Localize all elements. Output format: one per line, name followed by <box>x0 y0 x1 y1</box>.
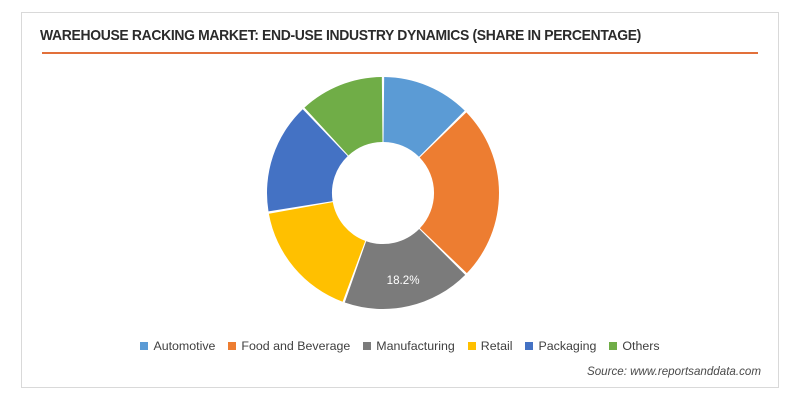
donut-chart: 18.2% <box>267 77 499 309</box>
chart-legend: Automotive Food and Beverage Manufacturing… <box>22 339 778 353</box>
legend-swatch-icon <box>228 342 237 350</box>
legend-item[interactable]: Packaging <box>525 339 596 353</box>
pie-slice[interactable] <box>419 112 499 274</box>
title-divider <box>42 52 758 54</box>
legend-swatch-icon <box>525 342 534 350</box>
legend-label: Retail <box>480 339 513 353</box>
legend-item[interactable]: Automotive <box>140 339 215 353</box>
pie-slice[interactable] <box>383 77 465 157</box>
slice-group <box>267 77 499 309</box>
pie-slice[interactable] <box>304 77 383 156</box>
legend-label: Packaging <box>538 339 597 353</box>
pie-slice[interactable] <box>344 228 466 309</box>
plot-area: 18.2% <box>22 57 778 327</box>
source-attribution: Source: www.reportsanddata.com <box>587 365 761 378</box>
slice-label-group: 18.2% <box>387 274 420 287</box>
title-block: WAREHOUSE RACKING MARKET: END-USE INDUST… <box>22 13 778 45</box>
legend-label: Automotive <box>153 339 216 353</box>
page-title: WAREHOUSE RACKING MARKET: END-USE INDUST… <box>40 28 641 44</box>
chart-figure: WAREHOUSE RACKING MARKET: END-USE INDUST… <box>21 12 779 388</box>
legend-swatch-icon <box>609 342 618 350</box>
legend-swatch-icon <box>140 342 149 350</box>
legend-label: Others <box>622 339 660 353</box>
pie-slice[interactable] <box>268 202 366 302</box>
slice-value-label: 18.2% <box>387 274 420 287</box>
legend-label: Manufacturing <box>376 339 455 353</box>
legend-swatch-icon <box>467 342 476 350</box>
legend-item[interactable]: Others <box>609 339 660 353</box>
legend-swatch-icon <box>363 342 372 350</box>
legend-item[interactable]: Food and Beverage <box>228 339 350 353</box>
donut-svg: 18.2% <box>267 77 499 309</box>
legend-label: Food and Beverage <box>241 339 351 353</box>
legend-item[interactable]: Retail <box>467 339 513 353</box>
pie-slice[interactable] <box>267 109 348 212</box>
legend-item[interactable]: Manufacturing <box>363 339 455 353</box>
